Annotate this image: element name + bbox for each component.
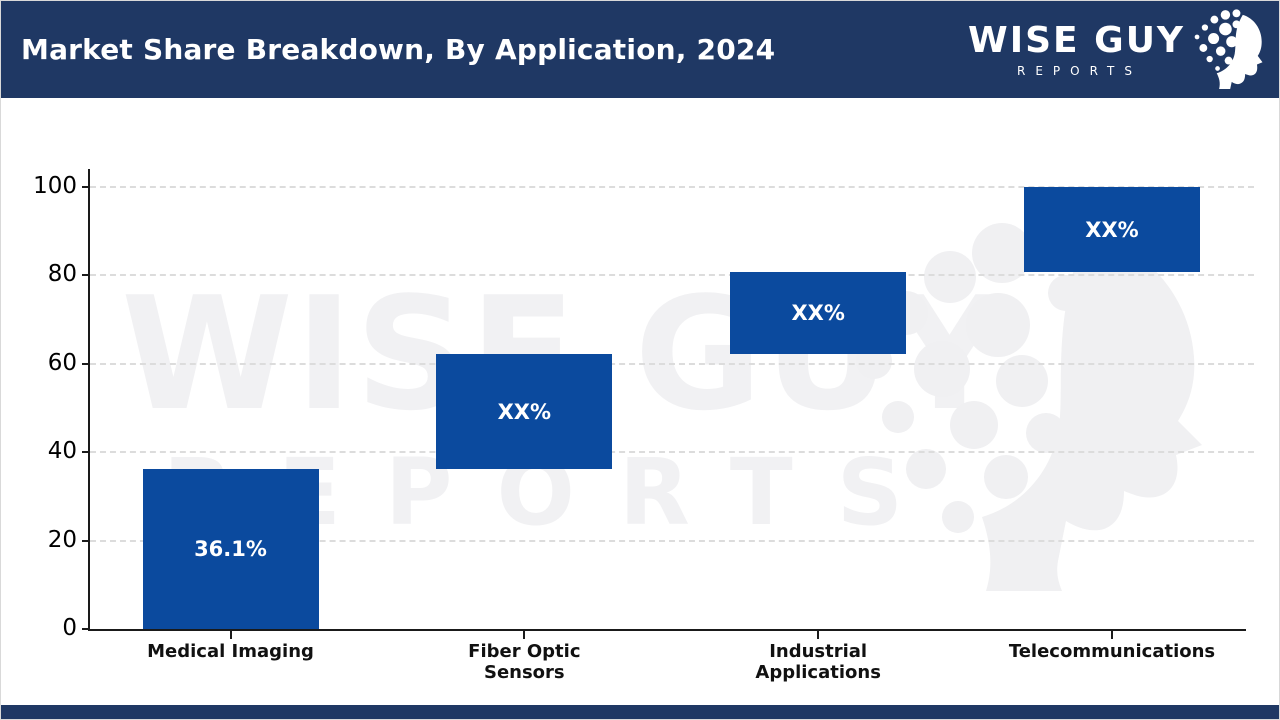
bar-1: XX% [436, 353, 613, 470]
brand-subname: REPORTS [1016, 63, 1142, 78]
y-axis-tick-40 [82, 451, 90, 454]
y-tick-label-100: 100 [33, 173, 77, 199]
x-axis [88, 629, 1246, 631]
y-tick-label-60: 60 [47, 349, 77, 376]
header: Market Share Breakdown, By Application, … [1, 1, 1279, 98]
y-axis-tick-100 [82, 186, 90, 188]
bar-2: XX% [730, 272, 907, 354]
brand-logo: WISE GUY REPORTS [968, 7, 1267, 93]
y-axis-tick-0 [82, 628, 90, 630]
brand-face-icon [1187, 7, 1267, 93]
y-tick-label-80: 80 [47, 261, 77, 288]
bar-value-label-2: XX% [791, 300, 845, 325]
brand-name: WISE GUY [967, 19, 1185, 61]
gridline-20 [90, 539, 1254, 542]
y-axis-tick-20 [82, 539, 90, 542]
footer-bar [1, 705, 1279, 719]
bar-value-label-1: XX% [497, 399, 552, 424]
x-category-label-2: Industrial Applications [755, 641, 881, 684]
y-tick-label-20: 20 [47, 526, 77, 553]
y-tick-label-0: 0 [62, 615, 77, 641]
x-category-label-3: Telecommunications [1008, 641, 1216, 662]
bar-value-label-0: 36.1% [194, 537, 267, 562]
bar-value-label-3: XX% [1085, 217, 1139, 242]
x-axis-tick-3 [1110, 631, 1113, 639]
x-axis-tick-2 [817, 631, 820, 639]
bar-0: 36.1% [142, 469, 319, 629]
x-axis-tick-1 [523, 631, 526, 639]
y-axis-tick-80 [82, 274, 90, 277]
x-category-label-0: Medical Imaging [147, 641, 314, 662]
gridline-40 [90, 451, 1254, 454]
bar-3: XX% [1023, 187, 1200, 273]
gridline-100 [90, 186, 1254, 188]
gridline-80 [90, 274, 1254, 277]
brand-logo-text: WISE GUY REPORTS [967, 19, 1185, 78]
y-axis-tick-60 [82, 362, 90, 365]
y-tick-label-40: 40 [47, 438, 77, 465]
x-axis-tick-0 [229, 631, 232, 639]
x-category-label-1: Fiber Optic Sensors [468, 641, 581, 684]
gridline-60 [90, 362, 1254, 365]
y-axis [88, 169, 90, 631]
page-title: Market Share Breakdown, By Application, … [21, 33, 776, 66]
